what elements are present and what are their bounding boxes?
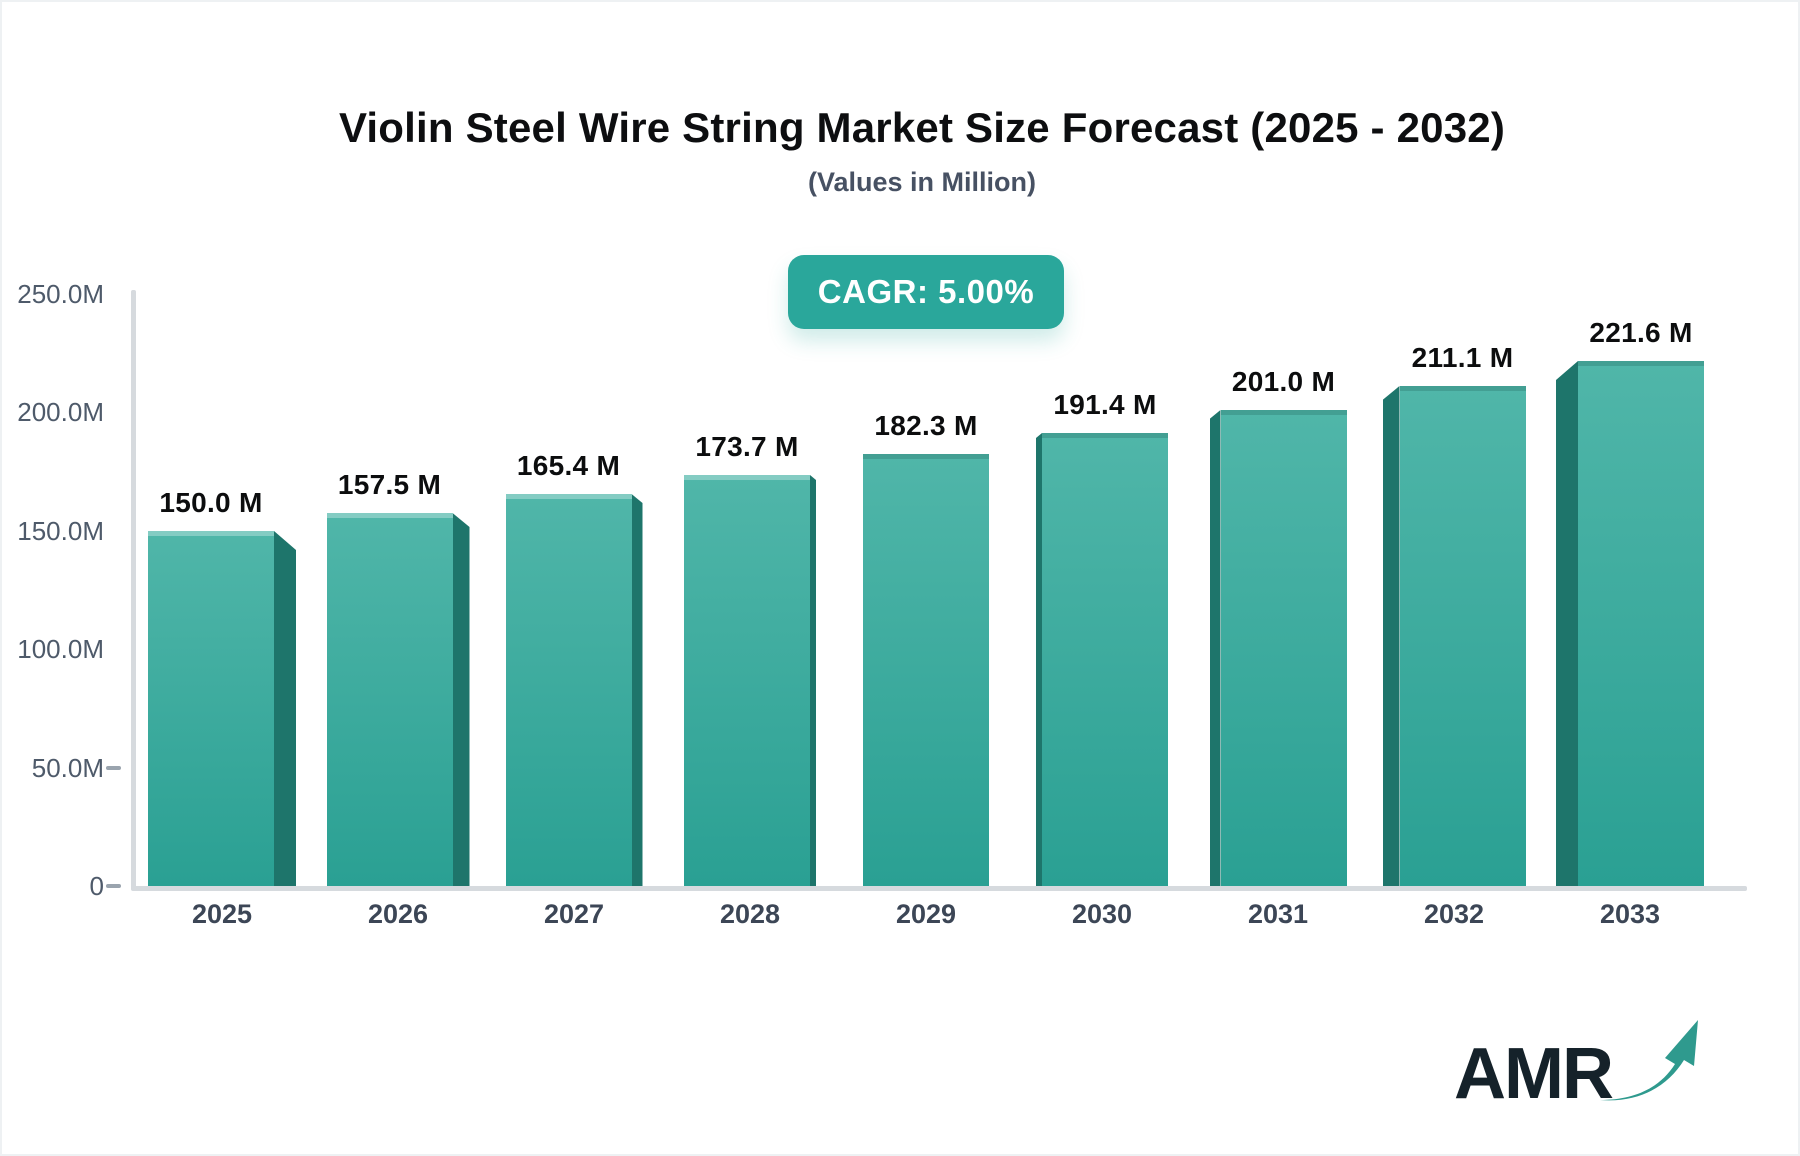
bar-side-face — [452, 513, 470, 886]
y-axis-label-200.0M: 200.0M — [17, 397, 104, 428]
bar-side-face — [631, 494, 643, 886]
bar-value-label: 182.3 M — [874, 410, 978, 441]
bar-front-face — [863, 454, 989, 886]
bar-top-edge — [1220, 410, 1347, 415]
bar-side-face — [274, 531, 296, 886]
bar-2025: 150.0 M — [148, 487, 296, 886]
y-axis-tick — [106, 765, 121, 770]
x-axis-label-2032: 2032 — [1423, 899, 1485, 929]
bar-value-label: 173.7 M — [695, 431, 799, 462]
bar-top-edge — [1399, 386, 1526, 391]
bar-side-face — [1382, 386, 1400, 886]
bar-value-label: 191.4 M — [1053, 389, 1157, 420]
amr-logo-text: AMR — [1454, 1033, 1614, 1114]
x-axis-label-2027: 2027 — [543, 899, 605, 929]
bar-2028: 173.7 M — [684, 431, 816, 886]
cagr-badge: CAGR: 5.00% — [788, 255, 1064, 329]
y-axis-label-250.0M: 250.0M — [17, 279, 104, 309]
bar-top-edge — [326, 513, 453, 518]
bar-front-face — [1042, 433, 1168, 886]
x-axis-label-2030: 2030 — [1071, 899, 1133, 929]
chart-title: Violin Steel Wire String Market Size For… — [338, 104, 1506, 151]
bar-top-edge — [1042, 433, 1168, 438]
y-axis-label-100.0M: 100.0M — [17, 634, 104, 665]
bar-side-face — [1556, 361, 1578, 886]
y-axis-tick — [106, 884, 121, 888]
bar-top-edge — [505, 494, 632, 499]
chart-header: Violin Steel Wire String Market Size For… — [46, 2, 1798, 198]
bar-front-face — [326, 513, 453, 886]
x-axis-label-2031: 2031 — [1247, 899, 1309, 929]
bar-value-label: 150.0 M — [159, 487, 263, 518]
bar-2030: 191.4 M — [1036, 389, 1168, 886]
y-axis-label-0: 0 — [89, 871, 104, 901]
bar-top-edge — [863, 454, 989, 459]
x-axis-label-2025: 2025 — [191, 899, 253, 929]
bar-side-face — [1036, 433, 1042, 886]
bar-front-face — [1220, 410, 1347, 886]
bar-front-face — [684, 475, 810, 886]
x-axis-label-2033: 2033 — [1599, 899, 1661, 929]
amr-logo: AMR — [1454, 1014, 1702, 1114]
bar-front-face — [1578, 361, 1704, 886]
chart-subtitle: (Values in Million) — [807, 167, 1037, 198]
x-axis-label-2029: 2029 — [895, 899, 957, 929]
y-axis-label-50.0M: 50.0M — [31, 752, 104, 783]
x-axis-label-2026: 2026 — [367, 899, 429, 929]
y-axis-label-150.0M: 150.0M — [17, 515, 104, 546]
bar-front-face — [505, 494, 632, 886]
bar-value-label: 201.0 M — [1231, 366, 1336, 397]
bar-2032: 211.1 M — [1382, 342, 1526, 886]
bar-value-label: 165.4 M — [516, 450, 621, 481]
cagr-badge-text: CAGR: 5.00% — [817, 273, 1035, 310]
bar-front-face — [148, 531, 274, 886]
bar-side-face — [1209, 410, 1221, 886]
bar-2027: 165.4 M — [505, 450, 643, 886]
bar-top-edge — [1578, 361, 1704, 366]
bar-side-face — [810, 475, 816, 886]
bar-value-label: 157.5 M — [337, 469, 442, 500]
x-axis-label-2028: 2028 — [719, 899, 781, 929]
bar-value-label: 221.6 M — [1589, 317, 1693, 348]
bar-2029: 182.3 M — [863, 410, 989, 886]
bar-front-face — [1399, 386, 1526, 886]
bar-2026: 157.5 M — [326, 469, 470, 886]
bar-top-edge — [148, 531, 274, 536]
bar-top-edge — [684, 475, 810, 480]
bar-2033: 221.6 M — [1556, 317, 1704, 886]
y-axis-line — [131, 290, 136, 890]
amr-logo-arrow-icon — [1600, 1020, 1698, 1101]
bar-2031: 201.0 M — [1209, 366, 1347, 886]
bar-value-label: 211.1 M — [1411, 342, 1514, 373]
x-axis-line — [131, 886, 1747, 891]
